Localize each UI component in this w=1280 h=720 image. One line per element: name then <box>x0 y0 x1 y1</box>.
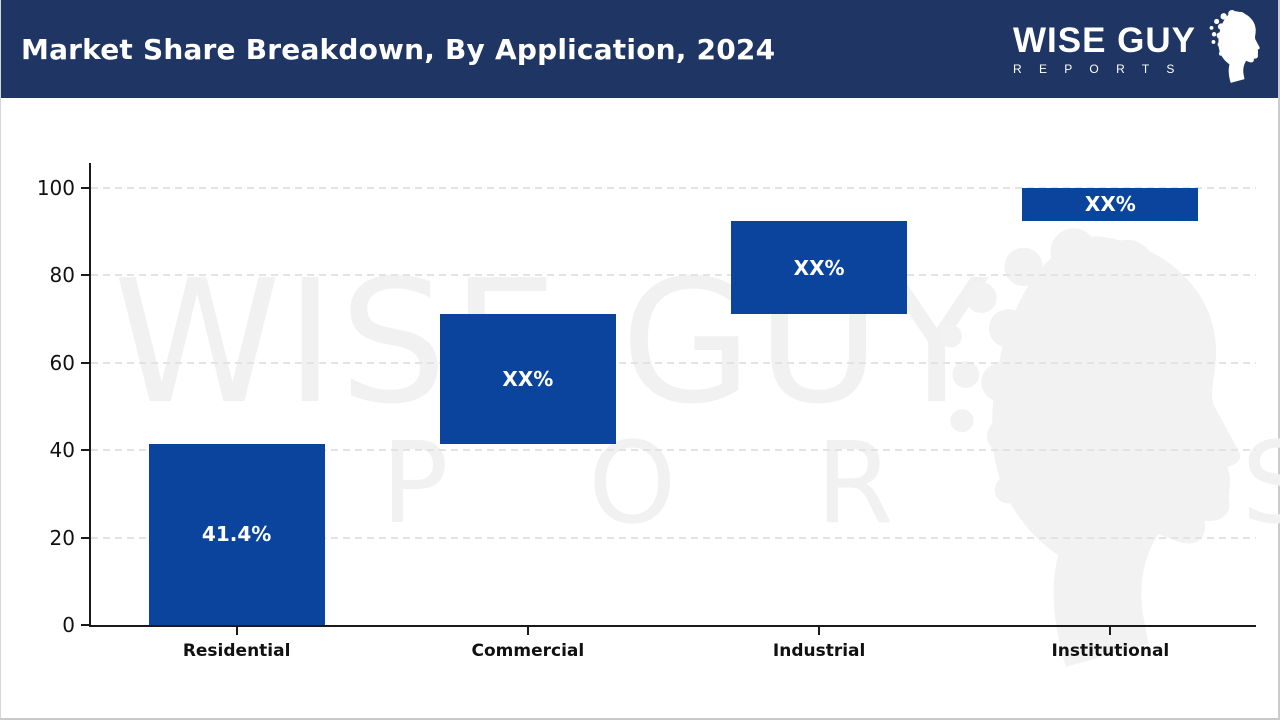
y-axis-label-40: 40 <box>49 438 75 462</box>
x-axis-tick-industrial <box>818 627 821 635</box>
x-axis-tick-institutional <box>1109 627 1112 635</box>
x-axis-tick-commercial <box>526 627 529 635</box>
bar-commercial: XX% <box>439 313 616 444</box>
page-title: Market Share Breakdown, By Application, … <box>21 32 776 66</box>
y-axis-label-20: 20 <box>49 525 75 550</box>
y-axis-tick-0 <box>81 624 89 626</box>
wise-guy-logo: WISE GUY R E P O R T S <box>1013 7 1264 91</box>
y-axis-tick-40 <box>81 449 89 451</box>
gridline-80 <box>91 274 1256 276</box>
bar-value-label-industrial: XX% <box>793 255 845 280</box>
y-axis-tick-100 <box>81 186 89 189</box>
gridline-100 <box>91 186 1256 189</box>
y-axis-label-60: 60 <box>49 350 75 375</box>
y-axis-tick-20 <box>81 536 89 539</box>
x-axis-label-institutional: Institutional <box>1051 641 1170 661</box>
gridline-40 <box>91 449 1256 451</box>
plot-area: 0 20 40 60 80 100 41.4% Residential XX% Commercia… <box>37 163 1256 661</box>
x-axis-label-industrial: Industrial <box>772 641 866 661</box>
x-axis-label-commercial: Commercial <box>471 641 585 661</box>
y-axis-label-80: 80 <box>49 263 75 287</box>
gridline-20 <box>91 536 1256 539</box>
bar-value-label-residential: 41.4% <box>201 522 272 547</box>
bar-value-label-institutional: XX% <box>1084 192 1136 217</box>
bar-industrial: XX% <box>731 221 908 314</box>
y-axis-tick-60 <box>81 361 89 364</box>
bar-value-label-commercial: XX% <box>502 366 554 391</box>
y-axis-label-100: 100 <box>36 175 75 200</box>
header-bar: Market Share Breakdown, By Application, … <box>1 0 1278 98</box>
gridline-60 <box>91 361 1256 364</box>
y-axis-tick-80 <box>81 274 89 276</box>
x-axis-tick-residential <box>235 627 238 635</box>
logo-wordmark: WISE GUY <box>1012 20 1196 60</box>
dotted-head-icon <box>1200 7 1264 91</box>
bar-residential: 41.4% <box>148 443 325 625</box>
y-axis-label-0: 0 <box>62 613 75 637</box>
logo-subtext: R E P O R T S <box>1012 61 1182 76</box>
x-axis-label-residential: Residential <box>182 641 291 661</box>
bar-institutional: XX% <box>1022 187 1199 222</box>
logo-text: WISE GUY R E P O R T S <box>1013 23 1196 76</box>
chart-region: WISE GUY P O R T S 0 20 40 60 80 100 41.4% Resi… <box>1 98 1280 718</box>
